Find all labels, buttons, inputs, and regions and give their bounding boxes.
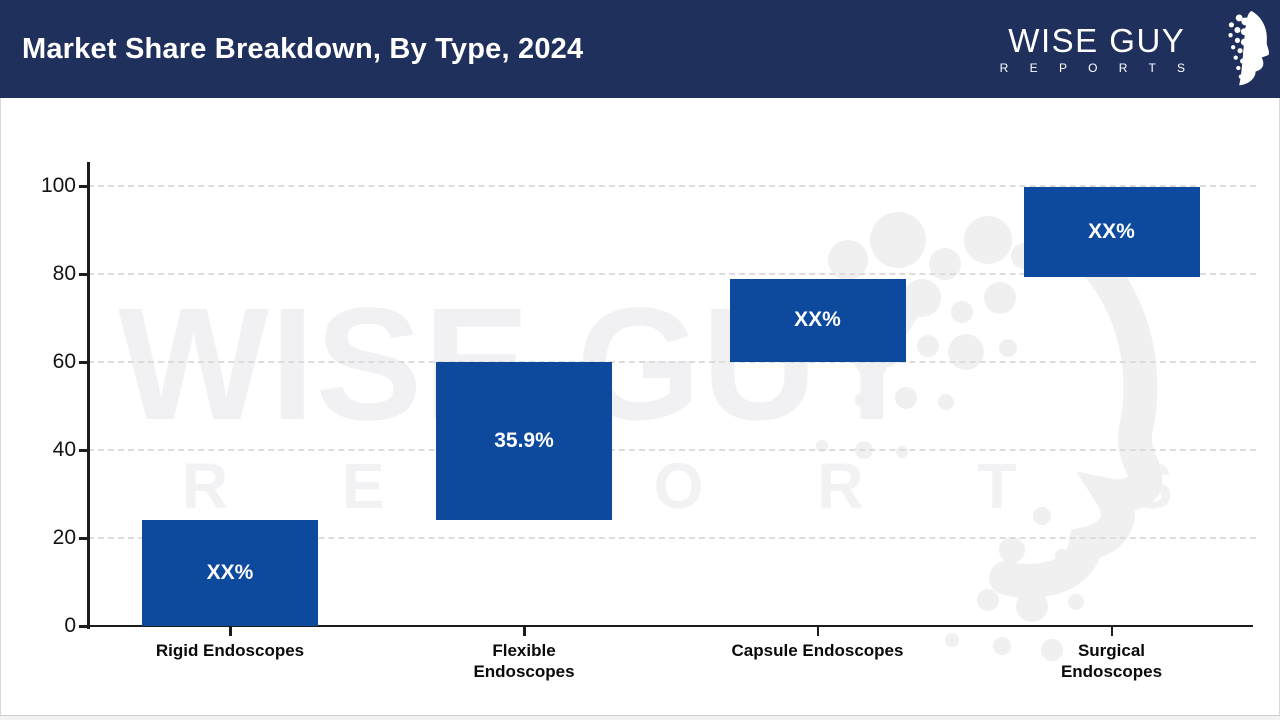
y-tick-80 [79,273,88,276]
x-category-label-capsule-endoscopes: Capsule Endoscopes [693,641,943,662]
y-tick-label-100: 100 [40,174,76,197]
y-tick-label-80: 80 [52,262,76,285]
x-tick-capsule-endoscopes [816,627,819,636]
chart-area: WISE GUY R E P O R T S 0 20 40 60 80 100 XX% 35… [0,98,1280,716]
x-tick-rigid-endoscopes [229,627,232,636]
y-tick-label-0: 0 [64,614,76,637]
x-category-label-line: Endoscopes [1060,661,1163,681]
gridline-60 [88,361,1256,363]
bar-surgical-endoscopes: XX% [1023,186,1200,277]
y-tick-100 [79,185,88,188]
page-bottom-strip [0,716,1280,720]
page-title: Market Share Breakdown, By Type, 2024 [22,32,584,65]
bar-value-label-flexible-endoscopes: 35.9% [494,428,554,452]
logo-subtitle: R E P O R T S [999,60,1194,75]
y-tick-20 [79,537,88,540]
gridline-20 [88,537,1256,539]
x-category-label-line: Rigid Endoscopes [155,641,305,660]
y-tick-label-20: 20 [52,526,76,549]
wiseguy-logo-text: WISE GUY R E P O R T S [999,21,1194,75]
logo-face-icon [1228,11,1269,86]
gridline-40 [88,449,1256,451]
y-tick-40 [79,449,88,452]
page-border-bottom [0,715,1280,716]
watermark-subtitle: R E P O R T S [182,450,1221,522]
wiseguy-logo: WISE GUY R E P O R T S [1000,5,1272,93]
x-category-label-line: Flexible [492,641,556,660]
header-bar: Market Share Breakdown, By Type, 2024 WI… [0,0,1280,98]
x-tick-flexible-endoscopes [523,627,526,636]
x-category-label-flexible-endoscopes: Flexible Endoscopes [399,641,649,682]
x-category-label-rigid-endoscopes: Rigid Endoscopes [105,641,355,662]
bar-rigid-endoscopes: XX% [142,520,318,626]
bar-capsule-endoscopes: XX% [729,278,906,362]
y-axis-line [87,162,90,629]
x-category-label-line: Capsule Endoscopes [731,641,904,660]
x-category-label-line: Surgical [1077,641,1146,660]
x-axis-line [87,624,1253,627]
bar-flexible-endoscopes: 35.9% [436,362,612,520]
y-tick-label-60: 60 [52,350,76,373]
gridline-80 [88,273,1256,275]
logo-wordmark: WISE GUY [1008,21,1186,59]
x-category-label-surgical-endoscopes: Surgical Endoscopes [987,641,1237,682]
bar-value-label-surgical-endoscopes: XX% [1088,219,1135,243]
x-tick-surgical-endoscopes [1110,627,1113,636]
y-tick-label-40: 40 [52,438,76,461]
gridline-100 [88,185,1256,187]
bar-value-label-capsule-endoscopes: XX% [794,308,841,332]
y-tick-60 [79,361,88,364]
page-border-left [0,98,1,716]
y-tick-0 [79,625,88,628]
bar-value-label-rigid-endoscopes: XX% [206,561,254,585]
x-category-label-line: Endoscopes [473,661,575,681]
